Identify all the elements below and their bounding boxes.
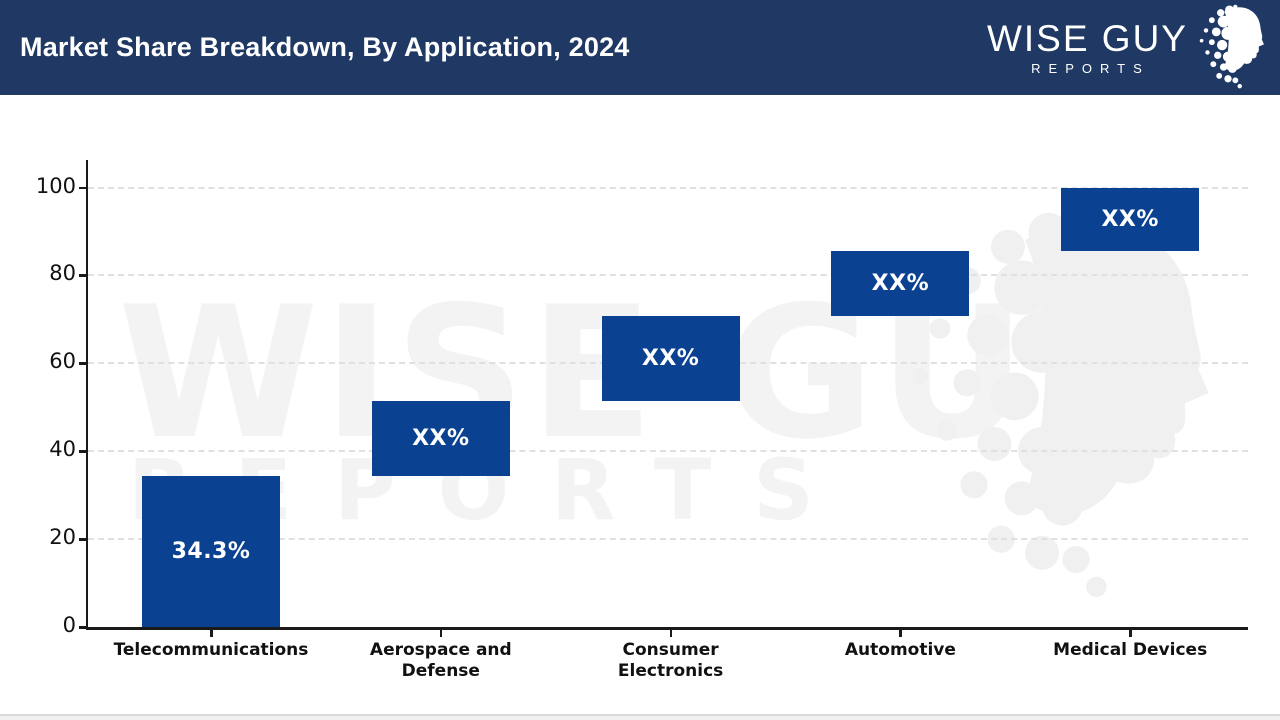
y-tick-label: 20 [49, 525, 76, 550]
bar-value-label: XX% [641, 345, 700, 371]
bar-value-label: XX% [1101, 206, 1159, 232]
y-axis-line [85, 160, 88, 630]
x-axis-tick [1129, 629, 1132, 637]
y-axis-tick [79, 186, 88, 189]
x-axis-category-label: Telecommunications [113, 640, 309, 660]
y-tick-label: 100 [35, 173, 76, 198]
bar-segment: 34.3% [142, 476, 280, 627]
x-axis-category-label: Medical Devices [1053, 640, 1208, 660]
x-axis-line [85, 627, 1248, 630]
x-axis-tick [210, 629, 213, 637]
y-tick-label: 0 [62, 613, 76, 637]
x-axis-category-label: Automotive [844, 640, 956, 660]
y-axis-tick [79, 538, 88, 541]
y-axis-tick [79, 450, 88, 453]
x-axis-tick [439, 629, 443, 637]
bar-value-label: XX% [412, 426, 470, 452]
footer-strip [0, 714, 1280, 720]
bar-segment: XX% [831, 251, 970, 316]
x-axis-category-label: Aerospace and Defense [369, 640, 512, 682]
bar-value-label: XX% [871, 271, 930, 297]
logo-reports-text: REPORTS [1031, 60, 1150, 76]
chart-title: Market Share Breakdown, By Application, … [20, 32, 630, 62]
bar-segment: XX% [371, 401, 510, 477]
brand-logo: WISE GUY REPORTS [987, 4, 1266, 92]
x-axis-category-label: Consumer Electronics [617, 640, 724, 682]
gridline [88, 450, 1248, 453]
y-tick-label: 40 [49, 437, 76, 462]
x-axis-tick [899, 629, 902, 637]
header-bar: Market Share Breakdown, By Application, … [0, 0, 1280, 95]
y-tick-label: 80 [49, 261, 76, 286]
y-axis-tick [79, 626, 88, 629]
y-axis-tick [79, 362, 88, 365]
gridline [88, 274, 1248, 277]
logo-head-icon [1199, 4, 1264, 89]
gridline [88, 538, 1248, 541]
bar-segment: XX% [1061, 187, 1200, 252]
gridline [88, 186, 1248, 189]
y-axis-tick [79, 274, 88, 277]
y-tick-label: 60 [49, 349, 76, 374]
bar-segment: XX% [601, 315, 740, 402]
logo-wordmark: WISE GUY [986, 18, 1188, 60]
bar-value-label: 34.3% [171, 539, 251, 565]
x-axis-tick [669, 629, 673, 637]
